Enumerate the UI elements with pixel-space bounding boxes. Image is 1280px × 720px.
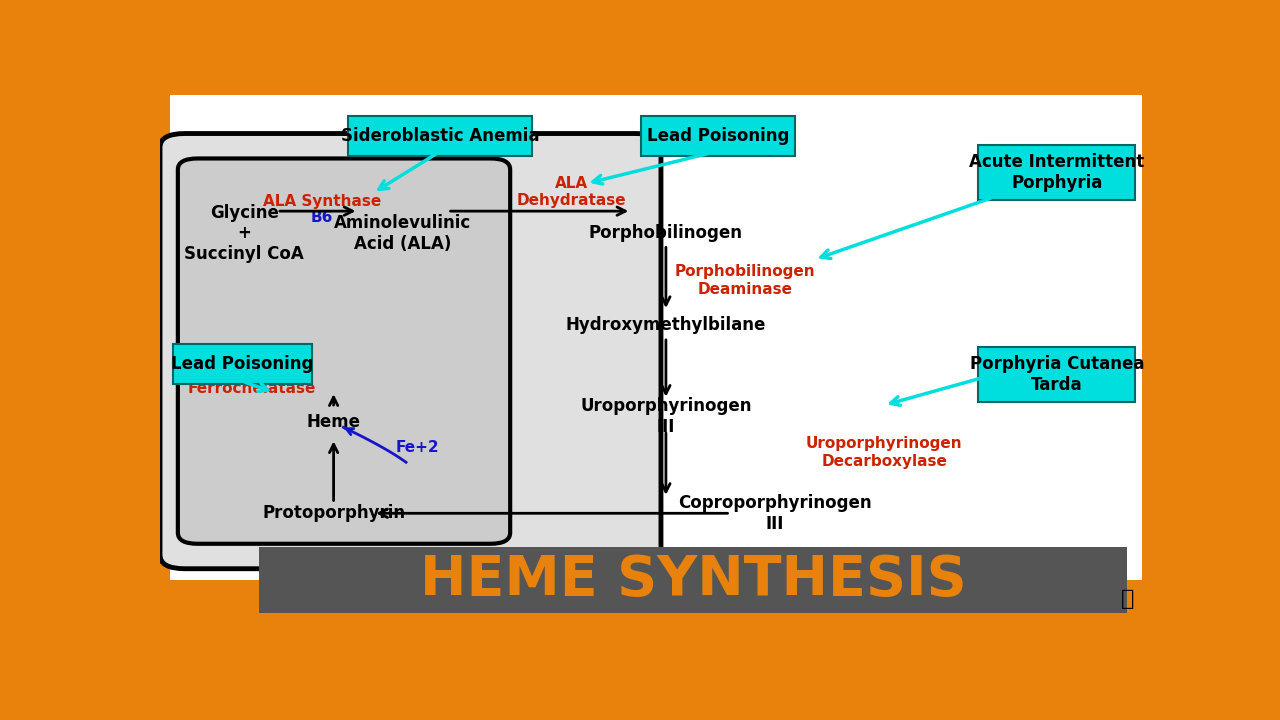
Text: HEME SYNTHESIS: HEME SYNTHESIS	[420, 553, 966, 607]
FancyBboxPatch shape	[978, 145, 1135, 200]
Text: Ferrochelatase: Ferrochelatase	[188, 381, 316, 396]
FancyBboxPatch shape	[259, 546, 1128, 613]
FancyBboxPatch shape	[160, 133, 660, 569]
Text: 🦉: 🦉	[1120, 589, 1134, 609]
Text: Lead Poisoning: Lead Poisoning	[172, 355, 314, 373]
Text: Porphobilinogen: Porphobilinogen	[589, 225, 742, 243]
Text: Uroporphyrinogen
III: Uroporphyrinogen III	[580, 397, 751, 436]
Text: ALA Synthase: ALA Synthase	[262, 194, 381, 209]
FancyBboxPatch shape	[978, 347, 1135, 402]
Text: Heme: Heme	[307, 413, 361, 431]
Text: Coproporphyrinogen
III: Coproporphyrinogen III	[678, 494, 872, 533]
Text: ALA
Dehydratase: ALA Dehydratase	[517, 176, 626, 208]
Text: Porphyria Cutanea
Tarda: Porphyria Cutanea Tarda	[969, 355, 1144, 394]
FancyBboxPatch shape	[170, 95, 1142, 580]
Text: Porphobilinogen
Deaminase: Porphobilinogen Deaminase	[675, 264, 815, 297]
Text: B6: B6	[311, 210, 333, 225]
Text: Sideroblastic Anemia: Sideroblastic Anemia	[340, 127, 539, 145]
Text: Aminolevulinic
Acid (ALA): Aminolevulinic Acid (ALA)	[334, 214, 471, 253]
Text: Fe+2: Fe+2	[396, 441, 440, 455]
Text: Protoporphyrin: Protoporphyrin	[262, 504, 406, 522]
Text: Acute Intermittent
Porphyria: Acute Intermittent Porphyria	[969, 153, 1144, 192]
Text: Lead Poisoning: Lead Poisoning	[646, 127, 790, 145]
Text: Uroporphyrinogen
Decarboxylase: Uroporphyrinogen Decarboxylase	[806, 436, 963, 469]
Text: Hydroxymethylbilane: Hydroxymethylbilane	[566, 316, 767, 334]
Text: Glycine
+
Succinyl CoA: Glycine + Succinyl CoA	[184, 204, 305, 263]
FancyBboxPatch shape	[178, 158, 511, 544]
FancyBboxPatch shape	[348, 116, 532, 156]
FancyBboxPatch shape	[641, 116, 795, 156]
FancyBboxPatch shape	[173, 344, 312, 384]
